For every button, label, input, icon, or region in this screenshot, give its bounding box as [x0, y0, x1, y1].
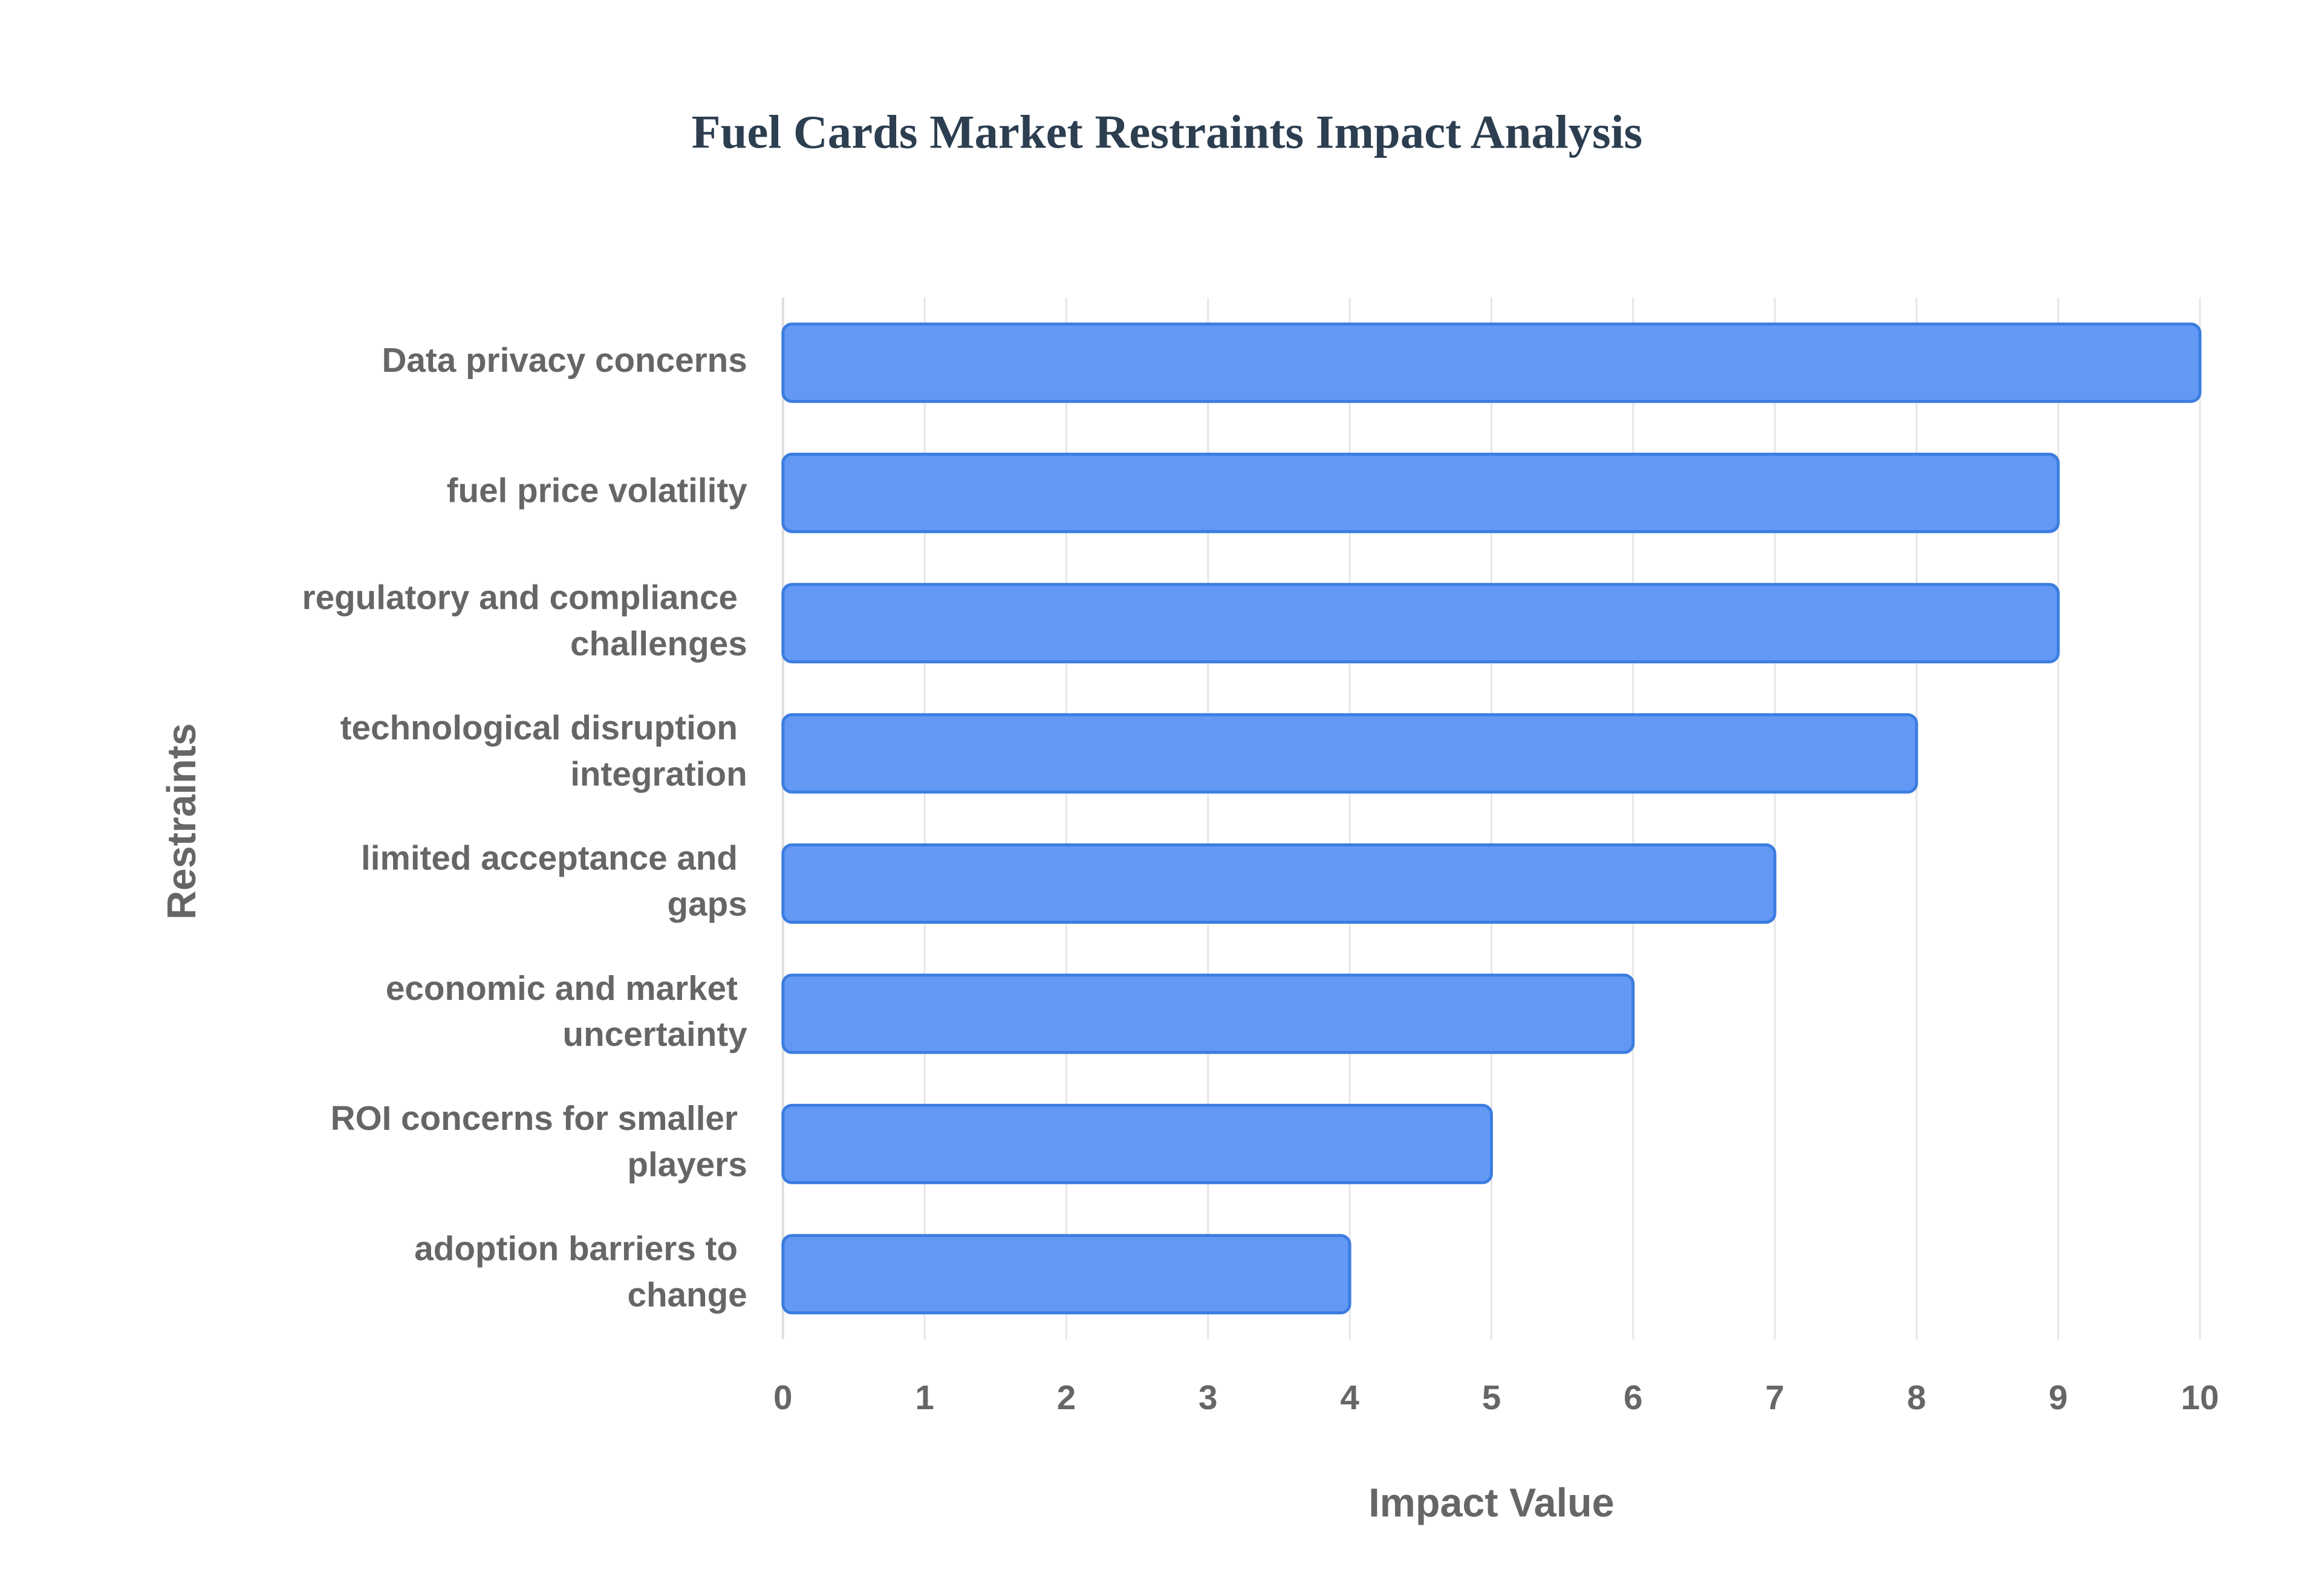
x-tick-label: 0 [773, 1378, 792, 1416]
x-tick-label: 4 [1340, 1378, 1359, 1416]
y-tick-label: fuel price volatility [447, 471, 748, 509]
x-tick-label: 9 [2049, 1378, 2067, 1416]
bar [781, 322, 2202, 403]
y-tick-label: regulatory and compliance challenges [302, 579, 747, 663]
y-axis-title: Restraints [160, 723, 204, 920]
y-tick-label: technological disruption integration [340, 709, 747, 793]
x-tick-label: 2 [1057, 1378, 1076, 1416]
x-axis-title: Impact Value [1368, 1481, 1614, 1526]
chart-title: Fuel Cards Market Restraints Impact Anal… [691, 106, 1642, 159]
y-tick-label: limited acceptance and gaps [361, 839, 747, 923]
y-tick-label: adoption barriers to change [414, 1229, 747, 1313]
x-tick-label: 5 [1482, 1378, 1501, 1416]
x-tick-label: 1 [915, 1378, 934, 1416]
y-tick-label: Data privacy concerns [382, 341, 747, 379]
bar [781, 713, 1918, 794]
x-tick-label: 6 [1624, 1378, 1642, 1416]
bar [781, 973, 1635, 1054]
y-tick-label: ROI concerns for smaller players [331, 1099, 747, 1183]
x-tick-label: 8 [1907, 1378, 1926, 1416]
bar [781, 1103, 1493, 1184]
bar [781, 843, 1777, 924]
bar [781, 452, 2060, 533]
bar [781, 1234, 1351, 1315]
x-tick-label: 3 [1198, 1378, 1217, 1416]
x-tick-label: 7 [1765, 1378, 1784, 1416]
x-tick-label: 10 [2181, 1378, 2219, 1416]
bar [781, 583, 2060, 664]
y-tick-label: economic and market uncertainty [386, 969, 747, 1053]
